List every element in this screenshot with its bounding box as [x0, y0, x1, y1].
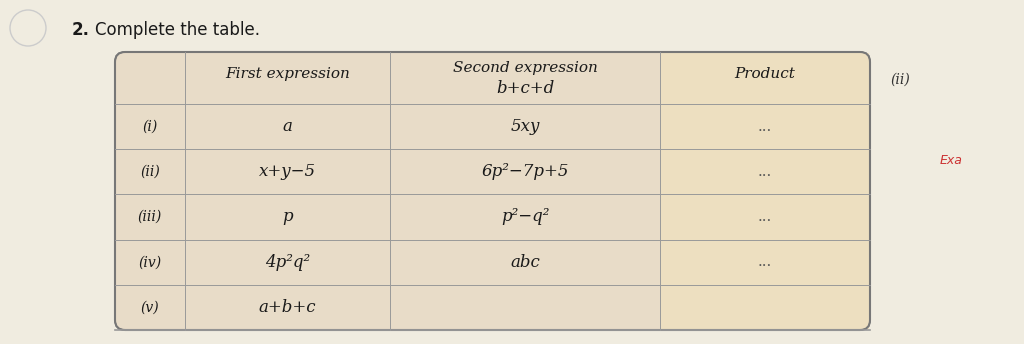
Text: b+c+d: b+c+d [496, 79, 554, 97]
Text: 5xy: 5xy [510, 118, 540, 135]
Text: p: p [283, 208, 293, 226]
FancyBboxPatch shape [115, 52, 870, 330]
Text: a+b+c: a+b+c [259, 299, 316, 316]
Text: Exa: Exa [940, 153, 963, 166]
Text: ...: ... [758, 120, 772, 133]
Text: p²−q²: p²−q² [501, 208, 549, 226]
Text: ...: ... [758, 165, 772, 179]
Text: 4p²q²: 4p²q² [265, 254, 310, 271]
Text: Product: Product [734, 67, 796, 81]
Text: abc: abc [510, 254, 540, 271]
Text: a: a [283, 118, 293, 135]
Bar [660, 53, 869, 329]
Text: Complete the table.: Complete the table. [95, 21, 260, 39]
Text: (iii): (iii) [138, 210, 162, 224]
Text: 6p²−7p+5: 6p²−7p+5 [481, 163, 568, 180]
Text: 2.: 2. [72, 21, 90, 39]
Text: (i): (i) [142, 120, 158, 133]
Text: x+y−5: x+y−5 [259, 163, 316, 180]
Text: First expression: First expression [225, 67, 350, 81]
Text: (v): (v) [140, 300, 160, 314]
Text: (iv): (iv) [138, 255, 162, 269]
Text: (ii): (ii) [890, 73, 909, 87]
Text: Second expression: Second expression [453, 61, 597, 75]
Text: ...: ... [758, 255, 772, 269]
Text: (ii): (ii) [140, 165, 160, 179]
Text: ...: ... [758, 210, 772, 224]
